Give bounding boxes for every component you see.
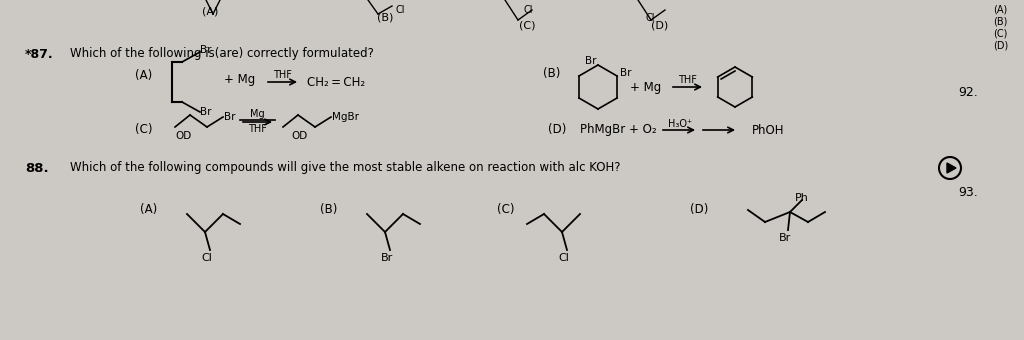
Text: (C): (C) — [519, 20, 536, 30]
Text: Br: Br — [381, 253, 393, 263]
Text: Cl: Cl — [558, 253, 569, 263]
Text: Which of the following is(are) correctly formulated?: Which of the following is(are) correctly… — [70, 48, 374, 61]
Text: Mg: Mg — [250, 109, 264, 119]
Text: 92.: 92. — [958, 85, 978, 99]
Text: Br: Br — [585, 56, 596, 66]
Text: (D): (D) — [690, 204, 709, 217]
Text: CH₂ = CH₂: CH₂ = CH₂ — [307, 75, 366, 88]
Text: Cl: Cl — [524, 5, 534, 15]
Text: Br: Br — [621, 68, 632, 78]
Text: Br: Br — [200, 107, 212, 117]
Text: Cl: Cl — [395, 5, 404, 15]
Text: Which of the following compounds will give the most stable alkene on reaction wi: Which of the following compounds will gi… — [70, 162, 621, 174]
Text: *87.: *87. — [25, 48, 53, 61]
Text: PhOH: PhOH — [752, 123, 784, 136]
Text: (A): (A) — [202, 7, 218, 17]
Text: (B): (B) — [377, 13, 393, 23]
Text: THF: THF — [678, 75, 696, 85]
Text: Br: Br — [779, 233, 792, 243]
Text: THF: THF — [272, 70, 292, 80]
Text: + Mg: + Mg — [224, 73, 255, 86]
Text: (B): (B) — [543, 68, 560, 81]
Text: (C): (C) — [993, 29, 1008, 39]
Text: (B): (B) — [993, 17, 1008, 27]
Text: Br: Br — [224, 112, 236, 122]
Text: Cl: Cl — [645, 13, 654, 23]
Text: Br: Br — [200, 45, 212, 55]
Text: MgBr: MgBr — [332, 112, 359, 122]
Polygon shape — [947, 163, 956, 173]
Text: THF: THF — [248, 124, 266, 134]
Text: (C): (C) — [497, 204, 514, 217]
Text: (B): (B) — [319, 204, 337, 217]
Text: OD: OD — [175, 131, 191, 141]
Text: OD: OD — [291, 131, 307, 141]
Text: 88.: 88. — [25, 162, 48, 174]
Text: (A): (A) — [140, 204, 158, 217]
Text: H₃O⁺: H₃O⁺ — [668, 119, 692, 129]
Text: + Mg: + Mg — [630, 81, 662, 94]
Text: 93.: 93. — [958, 186, 978, 199]
Text: Ph: Ph — [795, 193, 809, 203]
Text: (A): (A) — [135, 68, 153, 82]
Text: (A): (A) — [993, 5, 1008, 15]
Text: (D): (D) — [993, 41, 1009, 51]
Text: (D): (D) — [548, 123, 566, 136]
Text: (C): (C) — [135, 123, 153, 136]
Text: Cl: Cl — [202, 253, 212, 263]
Text: (D): (D) — [651, 20, 669, 30]
Text: PhMgBr + O₂: PhMgBr + O₂ — [580, 123, 656, 136]
